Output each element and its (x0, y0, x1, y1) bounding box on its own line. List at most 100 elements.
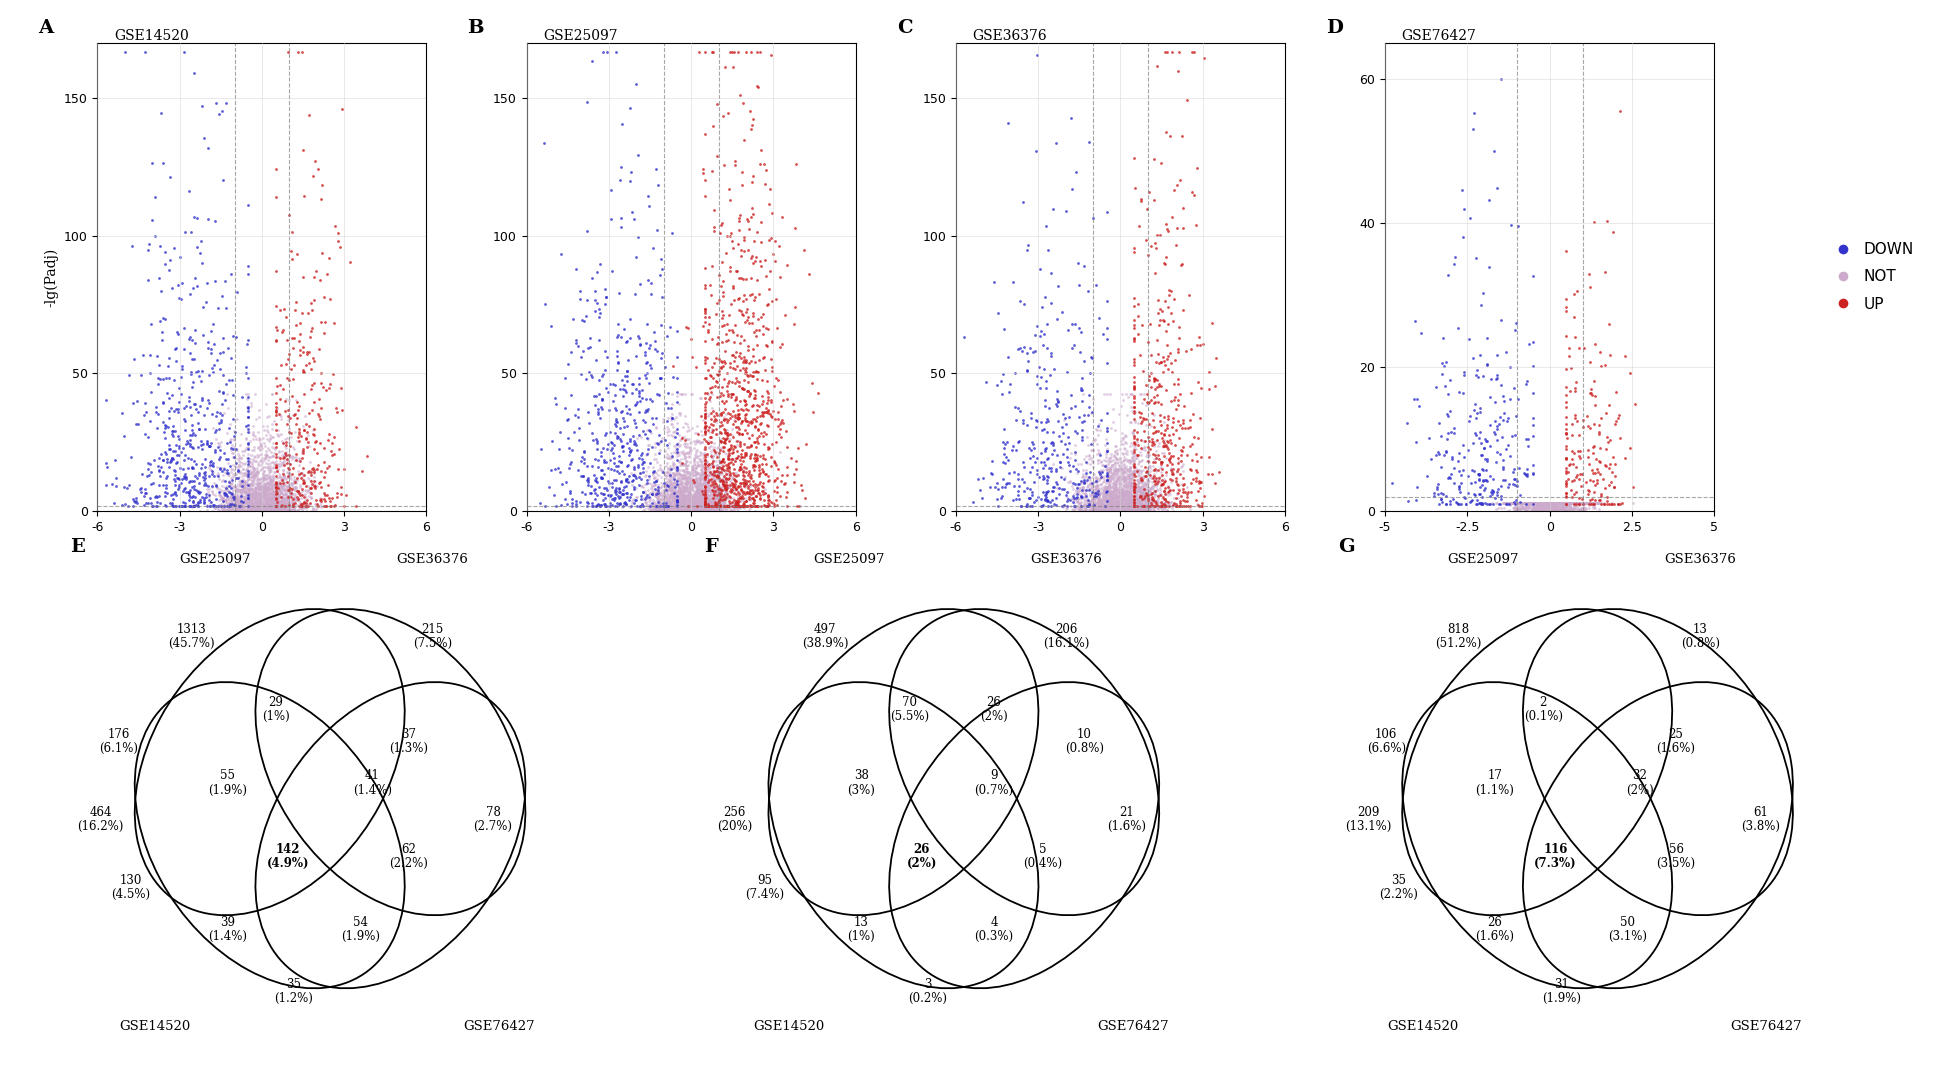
Point (259, 459, 290, 476)
Point (189, 494, 220, 511)
Point (730, 475, 762, 492)
Point (666, 495, 697, 512)
Point (1555, 382, 1586, 399)
Point (1514, 494, 1545, 511)
Point (668, 498, 699, 515)
Point (730, 460, 762, 477)
Point (1093, 477, 1124, 494)
Point (1116, 443, 1147, 460)
Point (267, 479, 298, 496)
Point (1089, 494, 1120, 511)
Point (1108, 462, 1140, 479)
Text: 215
(7.5%): 215 (7.5%) (413, 623, 452, 651)
Point (244, 479, 275, 496)
Point (265, 486, 296, 503)
Point (1580, 335, 1611, 353)
Point (692, 501, 723, 518)
Point (579, 387, 610, 404)
Point (736, 445, 768, 462)
Point (658, 469, 690, 486)
Point (1465, 494, 1496, 511)
Point (1095, 449, 1126, 466)
Point (267, 454, 298, 471)
Point (281, 488, 312, 505)
Point (725, 269, 756, 286)
Point (1151, 502, 1182, 519)
Point (247, 490, 279, 507)
Point (717, 495, 748, 512)
Point (1122, 296, 1153, 313)
Point (1506, 494, 1537, 511)
Point (1077, 501, 1108, 518)
Point (242, 491, 273, 508)
Point (1081, 490, 1112, 507)
Point (1114, 494, 1145, 511)
Point (263, 458, 294, 475)
Point (1081, 471, 1112, 488)
Point (690, 480, 721, 497)
Point (164, 438, 195, 455)
Point (1551, 495, 1582, 512)
Point (1545, 494, 1576, 511)
Point (680, 359, 711, 376)
Point (711, 450, 742, 468)
Point (616, 494, 647, 511)
Point (179, 395, 210, 412)
Point (1510, 494, 1541, 511)
Point (660, 497, 692, 514)
Point (1130, 497, 1161, 514)
Point (308, 469, 339, 486)
Point (1105, 481, 1136, 498)
Point (1079, 501, 1110, 518)
Point (253, 501, 284, 518)
Point (249, 492, 281, 509)
Point (1108, 488, 1140, 505)
Point (729, 484, 760, 501)
Point (703, 482, 734, 499)
Point (692, 499, 723, 517)
Point (684, 486, 715, 503)
Point (298, 441, 329, 458)
Point (734, 414, 766, 431)
Point (777, 403, 808, 420)
Point (257, 502, 288, 519)
Point (1541, 494, 1572, 511)
Point (727, 497, 758, 514)
Point (643, 495, 674, 512)
Point (1017, 487, 1048, 504)
Point (245, 479, 277, 496)
Point (292, 464, 323, 481)
Point (1114, 471, 1145, 488)
Point (261, 470, 292, 487)
Point (604, 484, 635, 501)
Point (612, 471, 643, 488)
Point (257, 471, 288, 488)
Point (1069, 501, 1101, 518)
Point (279, 478, 310, 495)
Point (255, 485, 286, 502)
Point (1502, 477, 1533, 494)
Point (222, 490, 253, 507)
Point (1502, 501, 1533, 518)
Point (639, 493, 670, 510)
Point (247, 499, 279, 517)
Point (242, 472, 273, 489)
Point (1558, 494, 1590, 511)
Point (1514, 494, 1545, 511)
Point (643, 436, 674, 453)
Point (658, 423, 690, 440)
Point (271, 469, 302, 486)
Point (1516, 495, 1547, 512)
Point (238, 423, 269, 440)
Point (218, 411, 249, 428)
Point (719, 353, 750, 370)
Point (723, 347, 754, 364)
Point (699, 490, 730, 507)
Point (1498, 494, 1529, 511)
Point (1126, 498, 1157, 515)
Point (1128, 481, 1159, 498)
Point (1114, 499, 1145, 517)
Point (1138, 370, 1169, 387)
Point (238, 501, 269, 518)
Point (216, 469, 247, 486)
